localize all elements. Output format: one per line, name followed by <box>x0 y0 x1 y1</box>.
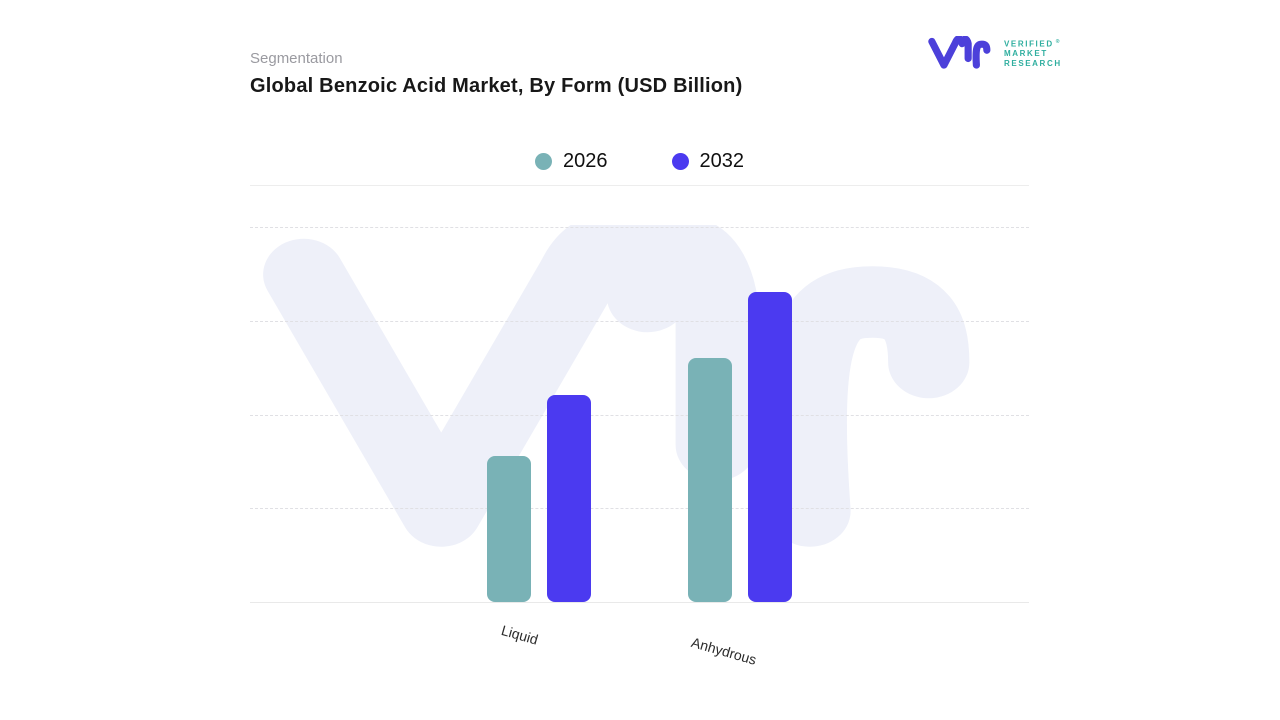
gridline-dashed <box>250 321 1029 322</box>
bar-chart-plot-area <box>250 225 1029 603</box>
vmr-logo-text: VERIFIED ® MARKET RESEARCH <box>1004 38 1062 68</box>
logo-line-research: RESEARCH <box>1004 58 1062 68</box>
x-tick-label-liquid: Liquid <box>499 622 540 648</box>
legend-item-2026: 2026 <box>535 150 608 173</box>
bar-anhydrous-2032 <box>748 292 792 602</box>
legend-dot-2026-icon <box>535 152 552 170</box>
eyebrow-label: Segmentation <box>250 50 343 67</box>
logo-word-verified: VERIFIED <box>1004 39 1054 49</box>
bar-liquid-2032 <box>547 395 591 602</box>
gridline-dashed <box>250 227 1029 228</box>
registered-mark: ® <box>1055 38 1061 45</box>
logo-line-market: MARKET <box>1004 49 1048 59</box>
x-axis-line <box>250 602 1029 603</box>
vmr-watermark-icon <box>263 225 970 547</box>
vmr-logo-icon <box>928 36 991 69</box>
page-title: Global Benzoic Acid Market, By Form (USD… <box>250 75 743 97</box>
gridline-dashed <box>250 508 1029 509</box>
legend-dot-2032-icon <box>671 152 689 170</box>
logo-line-verified: VERIFIED ® <box>1004 38 1062 49</box>
x-tick-label-anhydrous: Anhydrous <box>689 634 759 668</box>
vmr-logo: VERIFIED ® MARKET RESEARCH <box>928 36 1062 70</box>
legend-separator-line <box>250 185 1029 186</box>
legend-item-2032: 2032 <box>671 149 745 173</box>
bar-liquid-2026 <box>487 456 531 602</box>
chart-legend: 2026 2032 <box>250 146 1029 176</box>
bar-anhydrous-2026 <box>688 358 732 602</box>
legend-label-2026: 2026 <box>563 149 608 172</box>
gridline-dashed <box>250 415 1029 416</box>
legend-label-2032: 2032 <box>699 149 745 172</box>
